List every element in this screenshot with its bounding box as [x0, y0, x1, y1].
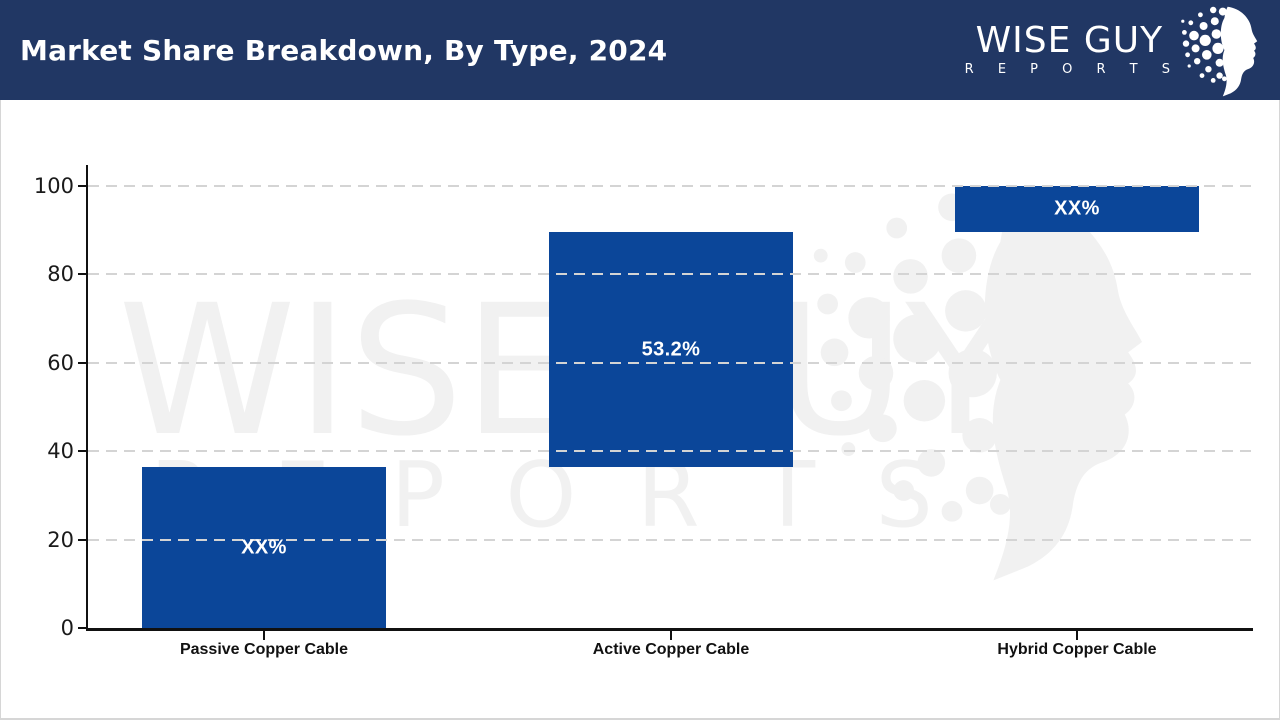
bar-3	[955, 186, 1199, 232]
gridline-40	[88, 450, 1253, 453]
category-label: Hybrid Copper Cable	[997, 641, 1157, 658]
y-tick-100	[78, 185, 86, 187]
y-tick-label: 40	[47, 439, 74, 464]
gridline-20	[88, 538, 1253, 541]
bar-value-label: 53.2%	[641, 338, 701, 361]
y-tick-60	[78, 361, 86, 364]
logo-subname: R E P O R T S	[964, 62, 1180, 77]
category-label: Active Copper Cable	[592, 641, 750, 658]
gridline-100	[88, 185, 1253, 187]
logo-text: WISE GUY R E P O R T S	[959, 22, 1180, 78]
logo-head-icon	[1174, 2, 1270, 98]
gridline-80	[88, 273, 1253, 276]
x-tick-1	[263, 631, 265, 640]
page-title: Market Share Breakdown, By Type, 2024	[20, 33, 668, 67]
gridline-60	[88, 361, 1253, 364]
bar-value-label: XX%	[241, 536, 287, 559]
x-axis-line	[86, 628, 1253, 631]
bar-1	[142, 467, 386, 628]
y-tick-0	[78, 627, 86, 629]
bar-value-label: XX%	[1054, 197, 1100, 220]
category-label: Passive Copper Cable	[179, 641, 349, 658]
y-tick-20	[78, 538, 86, 541]
wise-guy-reports-logo: WISE GUY R E P O R T S	[959, 0, 1270, 100]
y-tick-label: 0	[60, 616, 74, 640]
y-tick-label: 80	[47, 262, 74, 287]
x-tick-3	[1076, 631, 1078, 640]
x-tick-2	[670, 631, 672, 640]
y-tick-80	[78, 273, 86, 276]
bar-2	[549, 231, 793, 468]
y-axis-line	[86, 165, 88, 631]
y-tick-40	[78, 450, 86, 453]
y-tick-label: 100	[33, 174, 74, 198]
y-tick-label: 20	[47, 527, 74, 552]
y-tick-label: 60	[47, 350, 74, 375]
header-bar: Market Share Breakdown, By Type, 2024 WI…	[0, 0, 1280, 100]
logo-name: WISE GUY	[975, 20, 1164, 61]
